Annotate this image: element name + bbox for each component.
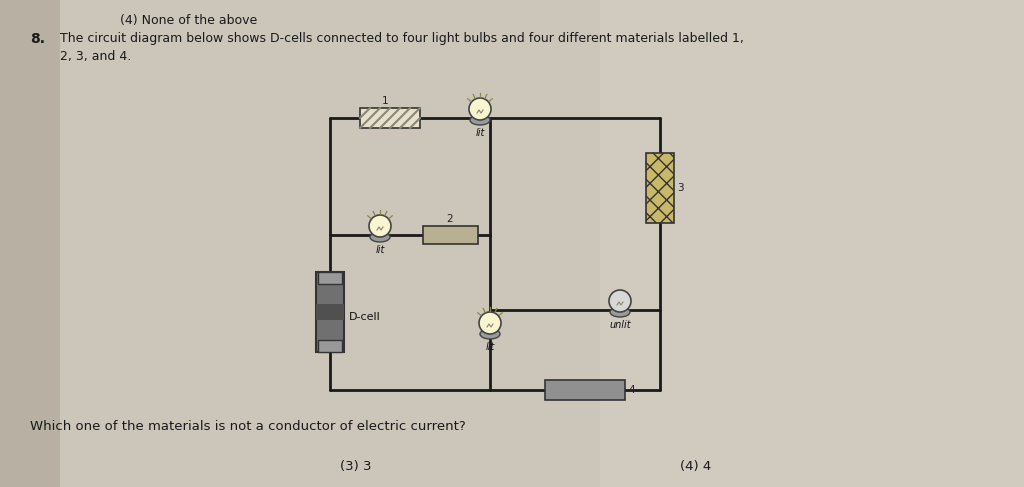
Ellipse shape [480,329,500,339]
Text: 4: 4 [628,385,635,395]
Bar [600,0,1024,487]
Bar [316,272,344,352]
Ellipse shape [470,115,490,125]
Ellipse shape [610,307,630,317]
Text: 3: 3 [677,183,684,193]
Text: (4) 4: (4) 4 [680,460,712,473]
Text: 2, 3, and 4.: 2, 3, and 4. [60,50,131,63]
Bar [318,272,342,284]
Bar [0,0,60,487]
Text: (4) None of the above: (4) None of the above [120,14,257,27]
Circle shape [469,98,490,120]
Text: 1: 1 [382,96,388,106]
Text: D-cell: D-cell [349,312,381,322]
Text: lit: lit [475,128,484,138]
Circle shape [479,312,501,334]
Text: Which one of the materials is not a conductor of electric current?: Which one of the materials is not a cond… [30,420,466,433]
Bar [318,340,342,352]
Bar [316,304,344,320]
Bar [423,226,478,244]
Bar [545,380,625,400]
Text: unlit: unlit [609,320,631,330]
Text: 8.: 8. [30,32,45,46]
Circle shape [369,215,391,237]
Text: 2: 2 [446,214,454,224]
Text: lit: lit [376,245,385,255]
Text: (3) 3: (3) 3 [340,460,372,473]
Bar [360,108,420,128]
Circle shape [609,290,631,312]
Bar [646,153,674,223]
Ellipse shape [370,232,390,242]
Text: lit: lit [485,342,495,352]
Text: The circuit diagram below shows D-cells connected to four light bulbs and four d: The circuit diagram below shows D-cells … [60,32,743,45]
